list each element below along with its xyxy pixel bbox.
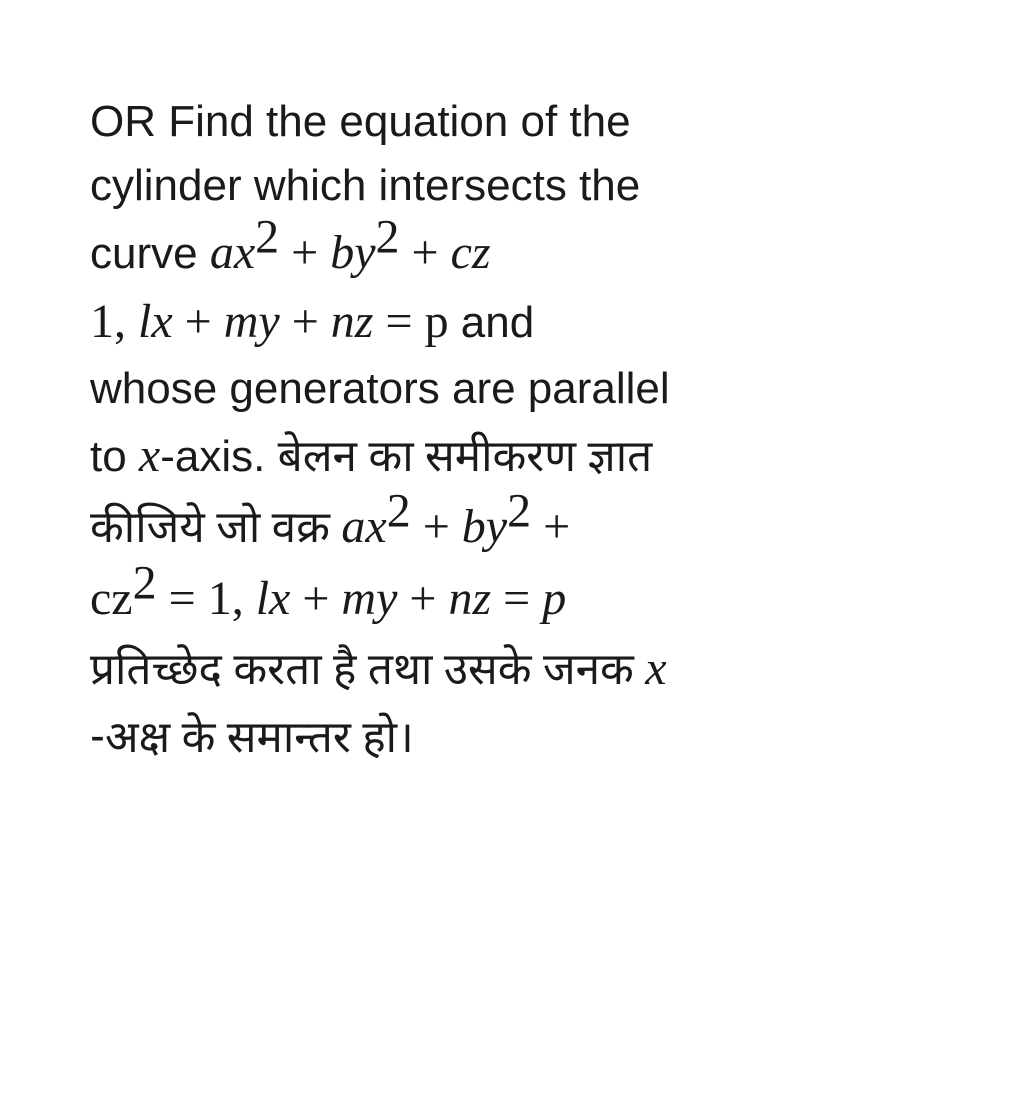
math-a: a — [210, 226, 234, 279]
math-b-2: b — [462, 500, 486, 553]
math-plus-8: + — [397, 572, 448, 625]
text-line-6-lead: to — [90, 432, 139, 481]
math-plus-2: + — [400, 226, 451, 279]
math-sq-4: 2 — [507, 485, 531, 538]
math-y-3: y — [486, 500, 507, 553]
math-n: n — [331, 295, 355, 348]
math-a-2: a — [341, 500, 365, 553]
math-sq-1: 2 — [255, 210, 279, 263]
math-sq-2: 2 — [376, 210, 400, 263]
hindi-line-10: -अक्ष के समान्तर हो। — [90, 713, 414, 770]
document-page: OR Find the equation of the cylinder whi… — [0, 0, 1024, 833]
hindi-line-9: प्रतिच्छेद करता है तथा उसके जनक — [90, 645, 645, 702]
math-m-2: m — [341, 572, 376, 625]
math-x-axis: x — [139, 429, 160, 482]
math-c: c — [451, 226, 472, 279]
math-plus-4: + — [280, 295, 331, 348]
text-line-4-tail: and — [449, 298, 535, 347]
paragraph: OR Find the equation of the cylinder whi… — [90, 90, 964, 773]
math-n-2: n — [448, 572, 472, 625]
math-p: p — [542, 572, 566, 625]
hindi-line-7: कीजिये जो वक्र — [90, 503, 341, 560]
math-y-2: y — [258, 295, 279, 348]
math-x-4: x — [269, 572, 290, 625]
text-line-2: cylinder which intersects the — [90, 161, 640, 210]
math-sq-5: 2 — [133, 557, 157, 610]
math-x-5: x — [645, 642, 666, 695]
math-z-2: z — [355, 295, 374, 348]
math-m: m — [224, 295, 259, 348]
math-plus-5: + — [411, 500, 462, 553]
math-x-3: x — [365, 500, 386, 553]
text-line-5: whose generators are parallel — [90, 364, 670, 413]
math-b: b — [330, 226, 354, 279]
math-comma-2: , — [232, 572, 256, 625]
math-z-3: z — [472, 572, 491, 625]
math-y: y — [354, 226, 375, 279]
math-plus-3: + — [173, 295, 224, 348]
math-l: l — [138, 295, 151, 348]
text-line-6-mid: -axis. — [160, 432, 277, 481]
math-y-4: y — [376, 572, 397, 625]
math-l-2: l — [256, 572, 269, 625]
math-plus-1: + — [279, 226, 330, 279]
math-x: x — [234, 226, 255, 279]
math-p-roman: p — [425, 295, 449, 348]
math-eq-1: = — [373, 295, 424, 348]
math-comma-1: , — [114, 295, 138, 348]
math-z: z — [472, 226, 491, 279]
text-line-1: OR Find the equation of the — [90, 97, 631, 146]
math-one: 1 — [90, 295, 114, 348]
math-plus-6: + — [531, 500, 570, 553]
text-line-3-lead: curve — [90, 229, 210, 278]
math-sq-3: 2 — [387, 485, 411, 538]
math-cz: cz — [90, 572, 133, 625]
math-x-2: x — [151, 295, 172, 348]
math-plus-7: + — [290, 572, 341, 625]
hindi-line-6: बेलन का समीकरण ज्ञात — [278, 432, 653, 489]
math-one-2: 1 — [208, 572, 232, 625]
math-eq-2: = — [157, 572, 208, 625]
math-eq-3: = — [491, 572, 542, 625]
